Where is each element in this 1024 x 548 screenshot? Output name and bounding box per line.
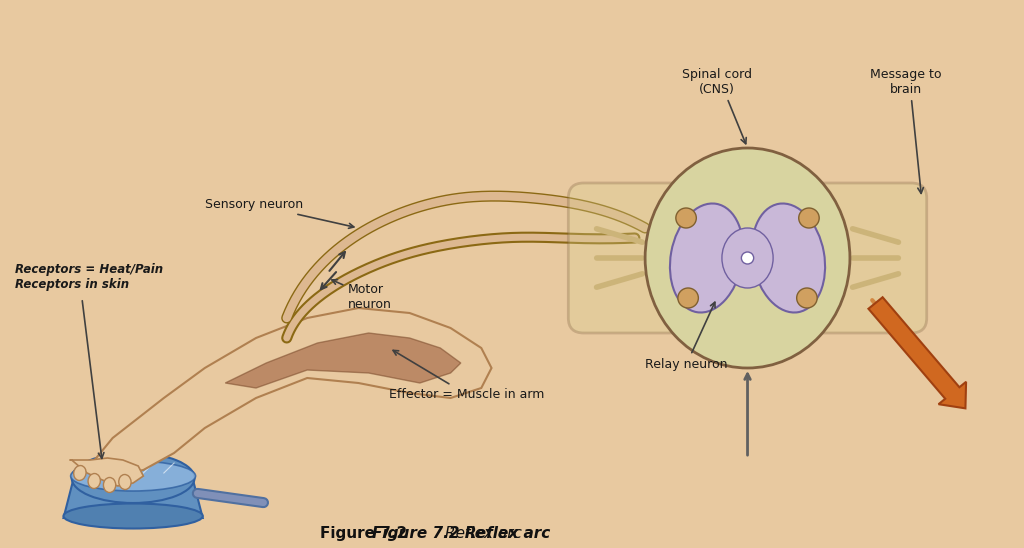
Text: Relay neuron: Relay neuron — [645, 302, 728, 371]
Ellipse shape — [74, 466, 86, 481]
FancyArrowPatch shape — [853, 229, 898, 242]
Ellipse shape — [645, 148, 850, 368]
FancyArrow shape — [868, 297, 966, 408]
Ellipse shape — [88, 473, 100, 488]
Ellipse shape — [103, 477, 116, 493]
Circle shape — [797, 288, 817, 308]
Text: Receptors = Heat/Pain
Receptors in skin: Receptors = Heat/Pain Receptors in skin — [15, 263, 164, 291]
Ellipse shape — [670, 203, 743, 312]
FancyArrowPatch shape — [198, 493, 263, 503]
Ellipse shape — [722, 228, 773, 288]
Polygon shape — [70, 458, 143, 486]
Ellipse shape — [741, 252, 754, 264]
Text: Motor
neuron: Motor neuron — [332, 279, 392, 311]
Circle shape — [678, 288, 698, 308]
Ellipse shape — [72, 453, 195, 503]
Text: Sensory neuron: Sensory neuron — [205, 198, 354, 229]
Polygon shape — [63, 478, 203, 518]
Circle shape — [676, 208, 696, 228]
FancyBboxPatch shape — [568, 183, 927, 333]
FancyArrowPatch shape — [198, 493, 263, 503]
Ellipse shape — [63, 504, 203, 528]
Polygon shape — [92, 308, 492, 476]
Ellipse shape — [71, 461, 196, 491]
Ellipse shape — [752, 203, 825, 312]
Text: Figure 7.2 Reflex arc: Figure 7.2 Reflex arc — [372, 526, 550, 541]
Text: Figure 7.2: Figure 7.2 — [319, 526, 408, 541]
FancyArrowPatch shape — [853, 274, 898, 287]
Text: Spinal cord
(CNS): Spinal cord (CNS) — [682, 68, 752, 96]
Text: Effector = Muscle in arm: Effector = Muscle in arm — [389, 350, 545, 401]
FancyArrowPatch shape — [597, 274, 642, 287]
FancyArrowPatch shape — [597, 229, 642, 242]
Ellipse shape — [119, 475, 131, 489]
Circle shape — [799, 208, 819, 228]
Text: Message to
brain: Message to brain — [870, 68, 942, 96]
Polygon shape — [225, 333, 461, 388]
Text: Reflex arc: Reflex arc — [444, 526, 522, 541]
